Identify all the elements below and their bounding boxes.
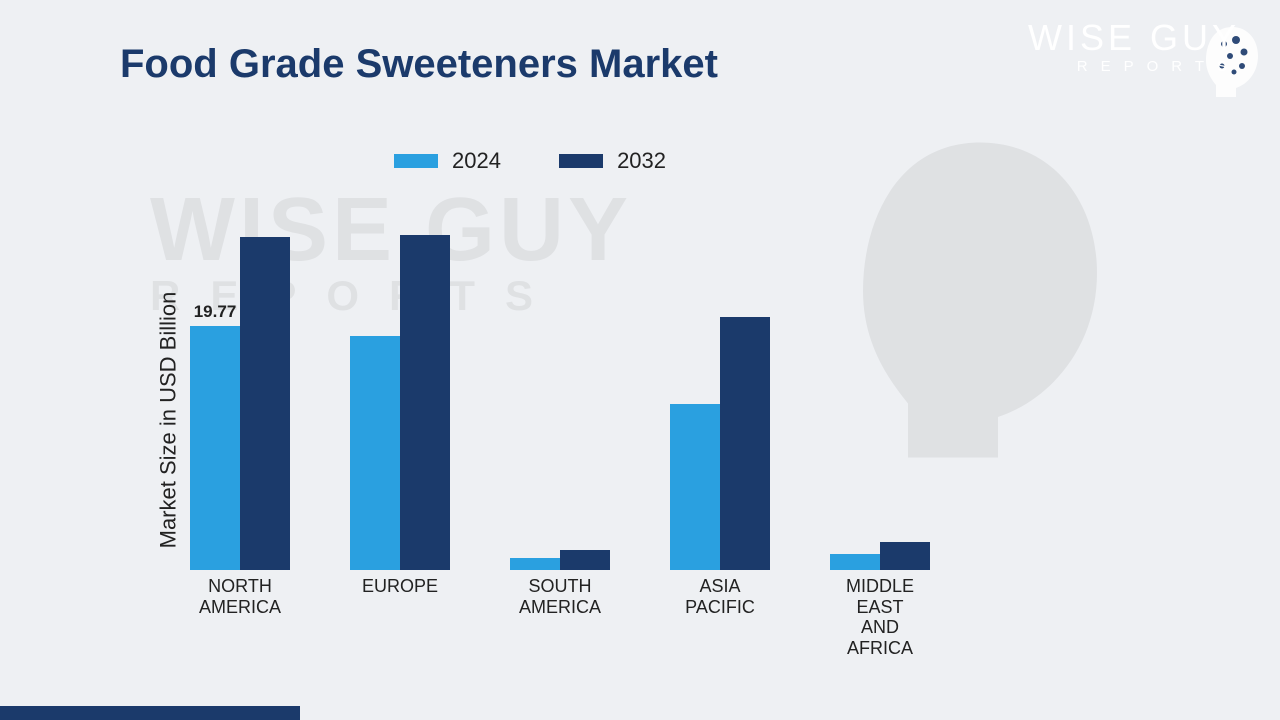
bar — [880, 542, 930, 570]
brand-logo: WISE GUY REPORTS — [980, 20, 1240, 75]
bottom-accent-bar — [0, 706, 300, 720]
category-label: MIDDLEEASTANDAFRICA — [815, 576, 945, 659]
legend-swatch-2024 — [394, 154, 438, 168]
chart: Market Size in USD Billion 2024 2032 19.… — [100, 160, 960, 680]
brand-line2: REPORTS — [980, 58, 1240, 75]
bar — [830, 554, 880, 570]
bar — [240, 237, 290, 570]
legend-label-2032: 2032 — [617, 148, 666, 174]
bar — [670, 404, 720, 571]
bar — [510, 558, 560, 570]
legend-item-2032: 2032 — [559, 148, 666, 174]
bar — [400, 235, 450, 570]
legend-item-2024: 2024 — [394, 148, 501, 174]
brand-line1: WISE GUY — [980, 20, 1240, 56]
category-label: SOUTHAMERICA — [495, 576, 625, 617]
bar — [560, 550, 610, 570]
bar-value-label: 19.77 — [194, 302, 237, 322]
legend: 2024 2032 — [100, 148, 960, 174]
bar — [190, 326, 240, 570]
bar — [350, 336, 400, 570]
infographic-stage: WISE GUY REPORTS Food Grade Sweeteners M… — [0, 0, 1280, 720]
chart-title: Food Grade Sweeteners Market — [120, 42, 718, 87]
legend-label-2024: 2024 — [452, 148, 501, 174]
legend-swatch-2032 — [559, 154, 603, 168]
plot-area: 19.77 — [140, 200, 940, 570]
category-label: NORTHAMERICA — [175, 576, 305, 617]
category-label: EUROPE — [335, 576, 465, 597]
category-label: ASIAPACIFIC — [655, 576, 785, 617]
bar — [720, 317, 770, 570]
